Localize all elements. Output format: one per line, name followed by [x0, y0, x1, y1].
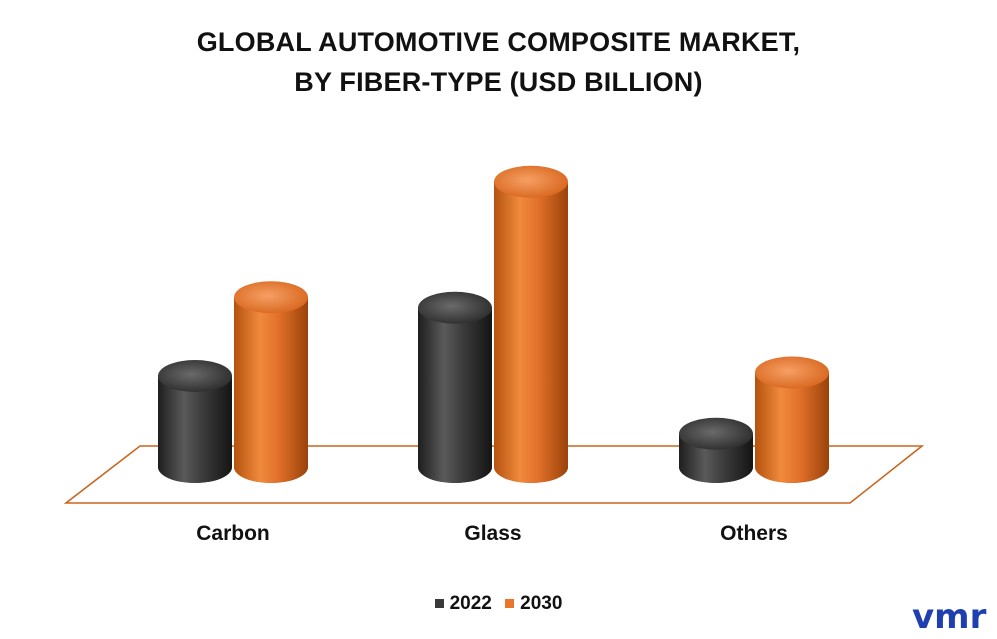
category-labels: Carbon Glass Others — [196, 522, 788, 545]
chart-title: GLOBAL AUTOMOTIVE COMPOSITE MARKET, BY F… — [0, 22, 997, 102]
legend-swatch-2030 — [505, 599, 515, 608]
bar-body — [418, 307, 492, 483]
bar-others-2030 — [755, 356, 829, 483]
legend-label-2030: 2030 — [520, 592, 563, 614]
chart-title-line-1: GLOBAL AUTOMOTIVE COMPOSITE MARKET, — [196, 27, 801, 57]
legend: 2022 2030 — [0, 592, 997, 615]
legend-swatch-2022 — [434, 599, 444, 608]
legend-item-2022: 2022 — [434, 592, 492, 615]
bars-group — [158, 165, 829, 483]
legend-label-2022: 2022 — [449, 592, 492, 614]
category-label-carbon: Carbon — [196, 522, 270, 545]
category-label-others: Others — [720, 522, 788, 545]
bar-top — [418, 291, 492, 324]
svg-text:vmr: vmr — [912, 598, 987, 634]
bar-top — [494, 165, 568, 198]
bar-top — [158, 360, 232, 392]
vmr-logo: vmr — [912, 598, 987, 634]
bar-body — [755, 372, 829, 483]
bar-body — [234, 297, 308, 483]
bar-top — [755, 356, 829, 389]
bar-top — [234, 281, 308, 314]
bar-carbon-2030 — [234, 281, 308, 483]
bar-glass-2030 — [494, 165, 568, 483]
bar-top — [679, 417, 753, 450]
category-label-glass: Glass — [464, 522, 521, 545]
bar-body — [158, 376, 232, 483]
bar-others-2022 — [679, 417, 753, 483]
bar-body — [494, 181, 568, 483]
bar-glass-2022 — [418, 291, 492, 483]
chart-title-line-2: BY FIBER-TYPE (USD BILLION) — [294, 67, 703, 97]
bar-carbon-2022 — [158, 360, 232, 483]
legend-item-2030: 2030 — [505, 593, 562, 615]
